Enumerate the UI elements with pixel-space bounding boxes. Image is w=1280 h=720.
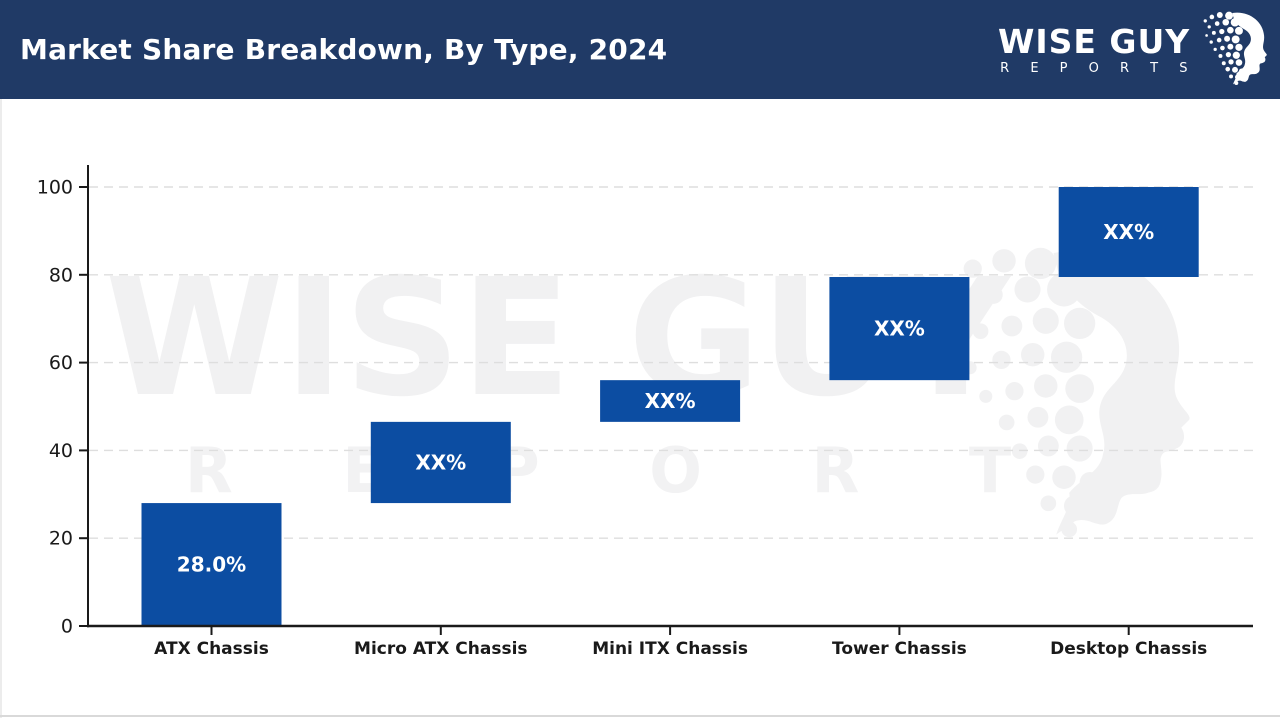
page-title: Market Share Breakdown, By Type, 2024: [20, 33, 668, 66]
bar-value-label-1: XX%: [415, 450, 466, 474]
y-axis-tick-label-40: 40: [49, 440, 73, 462]
bar-1: [370, 421, 511, 504]
x-axis-label-1: Micro ATX Chassis: [354, 639, 528, 659]
bar-value-label-0: 28.0%: [177, 553, 246, 577]
frame-bottom-line: [0, 715, 1280, 717]
bar-value-label-3: XX%: [874, 317, 925, 341]
logo-name-text: WISE GUY: [997, 21, 1191, 61]
header-bar: Market Share Breakdown, By Type, 2024 WI…: [0, 0, 1280, 99]
y-axis-tick-label-60: 60: [49, 352, 73, 374]
logo-text: WISE GUY R E P O R T S: [992, 25, 1196, 75]
y-axis-tick-label-80: 80: [49, 264, 73, 286]
wise-guy-logo: WISE GUY R E P O R T S: [992, 9, 1272, 91]
logo-tagline-text: R E P O R T S: [1000, 60, 1196, 76]
y-axis-tick-label-20: 20: [49, 528, 73, 550]
y-axis-tick-label-0: 0: [61, 616, 73, 638]
bar-2: [600, 380, 741, 422]
y-axis-tick-label-100: 100: [37, 177, 73, 199]
x-axis-label-3: Tower Chassis: [832, 639, 967, 659]
x-axis-label-0: ATX Chassis: [154, 639, 269, 659]
wise-guy-head-icon: [1198, 9, 1272, 91]
frame-left-line: [0, 99, 2, 718]
bar-0: [141, 503, 282, 626]
bar-value-label-4: XX%: [1103, 220, 1154, 244]
x-axis-label-2: Mini ITX Chassis: [592, 639, 748, 659]
x-axis-label-4: Desktop Chassis: [1050, 639, 1207, 659]
bar-value-label-2: XX%: [645, 389, 696, 413]
